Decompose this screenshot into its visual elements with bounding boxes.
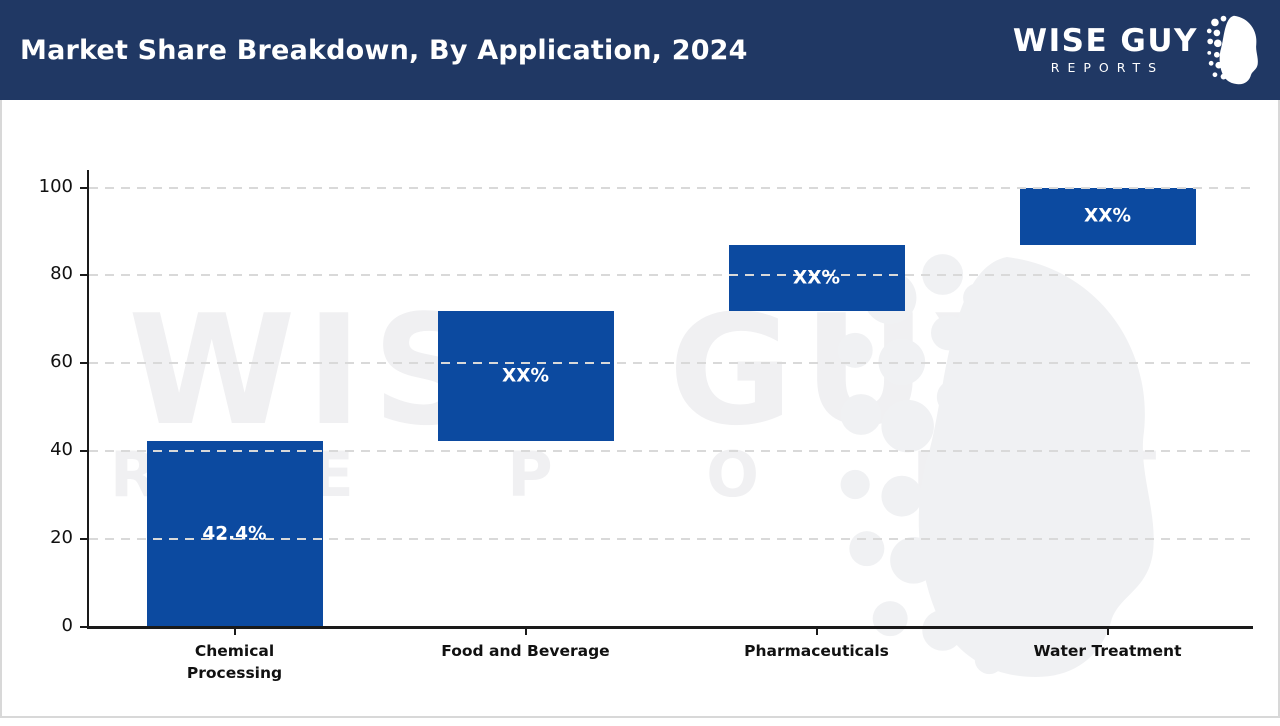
- x-axis-line: [87, 626, 1253, 629]
- brand-name: WISE GUY: [1012, 22, 1198, 59]
- y-tick-label: 80: [50, 263, 73, 285]
- bar-water-treatment: [1019, 187, 1196, 245]
- y-tick-mark: [80, 274, 87, 277]
- gridline: [89, 186, 1253, 189]
- y-tick-mark: [80, 186, 87, 189]
- brand-subtitle: REPORTS: [1050, 60, 1165, 76]
- brand-logo: WISE GUY REPORTS: [1013, 8, 1264, 92]
- x-tick-mark: [524, 628, 527, 635]
- y-tick-mark: [80, 362, 87, 365]
- brand-logo-text: WISE GUY REPORTS: [1013, 25, 1198, 76]
- y-tick-label: 20: [50, 527, 73, 549]
- y-tick-label: 40: [50, 439, 73, 461]
- x-tick-mark: [1106, 628, 1109, 635]
- gridline: [89, 450, 1253, 453]
- bar-pharmaceuticals: [728, 244, 905, 311]
- bar-food-and-beverage: [437, 310, 614, 441]
- head-silhouette-icon: [837, 254, 1154, 677]
- header-bar: Market Share Breakdown, By Application, …: [0, 0, 1280, 100]
- y-axis-line: [87, 170, 89, 628]
- chart-plot-area: 0 20 40 60 80 100 42.4% Chemical Processing XX% F…: [39, 170, 1253, 682]
- y-tick-mark: [80, 450, 87, 453]
- gridline: [89, 274, 1253, 277]
- y-tick-label: 0: [61, 615, 73, 636]
- x-category-label: Food and Beverage: [441, 642, 610, 660]
- gridline: [89, 362, 1253, 365]
- logo-head-icon: [1206, 15, 1258, 85]
- x-category-label: Pharmaceuticals: [744, 642, 889, 660]
- y-tick-label: 60: [50, 351, 73, 373]
- bar-value-label: XX%: [1083, 205, 1132, 227]
- gridline: [89, 538, 1253, 541]
- bar-value-label: 42.4%: [202, 523, 267, 545]
- bar-value-label: XX%: [501, 365, 550, 387]
- x-tick-mark: [233, 628, 236, 635]
- y-tick-mark: [80, 538, 87, 541]
- y-tick-mark: [80, 626, 87, 628]
- bar-value-label: XX%: [792, 267, 841, 289]
- x-category-label: Chemical Processing: [186, 642, 283, 682]
- watermark-head-graphic: [826, 212, 1176, 726]
- x-tick-mark: [815, 628, 818, 635]
- x-category-label: Water Treatment: [1033, 642, 1182, 660]
- y-tick-label: 100: [38, 175, 73, 197]
- page-title: Market Share Breakdown, By Application, …: [20, 34, 748, 66]
- bar-chemical-processing: [146, 440, 323, 627]
